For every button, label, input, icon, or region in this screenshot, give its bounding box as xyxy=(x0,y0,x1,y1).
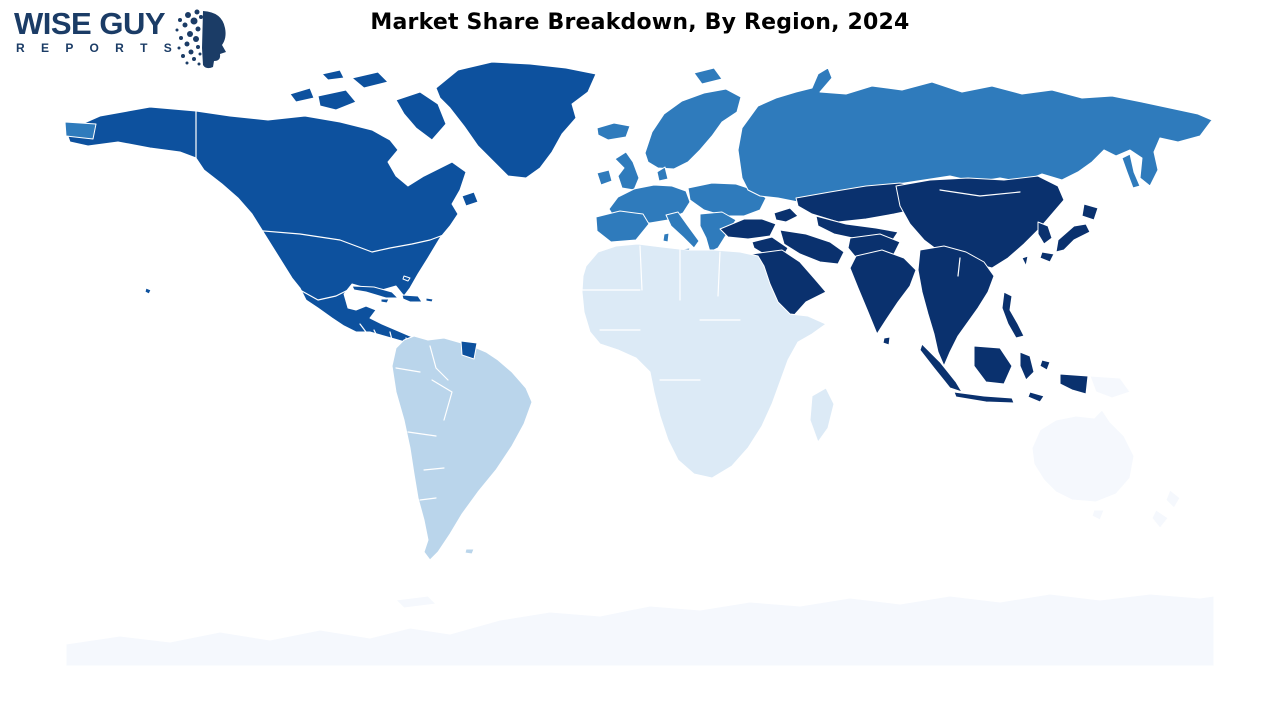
balkans-greece xyxy=(699,211,737,253)
antarctica-ice-shelf xyxy=(395,595,437,609)
sri-lanka xyxy=(882,336,891,346)
turkey xyxy=(719,218,777,240)
sardinia xyxy=(662,232,670,243)
south-america-mainland xyxy=(391,335,533,561)
logo-text: WISE GUY R E P O R T S xyxy=(14,8,178,54)
victoria-island xyxy=(317,89,357,111)
south-america-borders xyxy=(395,345,453,501)
puerto-rico xyxy=(425,297,434,303)
banks-island xyxy=(289,87,315,103)
africa-mainland xyxy=(581,243,827,479)
baffin-island xyxy=(395,91,447,141)
chart-title: Market Share Breakdown, By Region, 2024 xyxy=(370,10,910,35)
taiwan xyxy=(1021,255,1029,267)
indochina xyxy=(917,245,995,367)
iberia xyxy=(595,210,650,243)
region-asia xyxy=(719,175,1099,404)
papua-new-guinea xyxy=(1089,375,1131,399)
scandinavia xyxy=(644,88,742,170)
korea xyxy=(1037,221,1053,245)
sulawesi xyxy=(1019,351,1035,381)
central-america-borders xyxy=(359,323,409,345)
africa-internal-borders xyxy=(582,245,741,381)
arctic-island xyxy=(321,69,345,81)
wise-guy-reports-logo: WISE GUY R E P O R T S xyxy=(14,8,234,70)
madagascar xyxy=(809,387,835,443)
newfoundland xyxy=(461,191,479,207)
us-mexico-border xyxy=(299,287,353,301)
hawaii xyxy=(144,287,152,295)
india xyxy=(849,249,917,335)
japan-hokkaido xyxy=(1081,203,1099,221)
north-america-mainland xyxy=(65,106,467,349)
caucasus xyxy=(773,207,799,223)
cuba xyxy=(351,285,399,299)
region-antarctica xyxy=(65,593,1215,667)
chukotka-wrap xyxy=(64,121,97,140)
great-britain xyxy=(614,151,640,191)
greenland xyxy=(435,61,597,179)
asia-internal-borders xyxy=(904,189,1021,277)
region-south-america xyxy=(391,335,533,561)
australia xyxy=(1031,409,1135,503)
falkland-islands xyxy=(464,548,475,555)
japan-kyushu xyxy=(1039,251,1055,263)
antarctica xyxy=(65,593,1215,667)
denmark xyxy=(656,166,669,182)
us-canada-border xyxy=(251,229,447,253)
bahamas xyxy=(402,275,411,282)
region-europe xyxy=(64,67,1213,255)
sakhalin xyxy=(1121,153,1141,189)
ellesmere-island xyxy=(351,71,389,89)
logo-wordmark: WISE GUY xyxy=(14,6,166,41)
ireland xyxy=(596,169,613,186)
french-guiana xyxy=(460,340,478,360)
logo-head-icon xyxy=(175,9,227,69)
new-zealand-north xyxy=(1165,489,1181,509)
new-zealand-south xyxy=(1151,509,1169,529)
borneo xyxy=(973,345,1013,385)
region-north-america xyxy=(65,61,597,349)
iceland xyxy=(596,122,631,141)
svalbard xyxy=(693,67,723,85)
italy xyxy=(665,211,700,249)
iran xyxy=(779,229,845,265)
region-africa xyxy=(581,243,835,479)
eastern-europe xyxy=(687,182,767,217)
java xyxy=(953,391,1015,404)
tasmania xyxy=(1091,509,1105,521)
logo-subtitle: R E P O R T S xyxy=(16,41,179,55)
west-papua xyxy=(1059,373,1089,395)
timor xyxy=(1027,391,1045,403)
sumatra xyxy=(919,343,963,393)
china-mongolia xyxy=(895,175,1065,269)
russia xyxy=(737,67,1213,203)
region-oceania xyxy=(1031,375,1181,529)
jamaica xyxy=(380,298,390,304)
hispaniola xyxy=(401,294,423,303)
moluccas xyxy=(1039,359,1051,371)
philippines xyxy=(1001,291,1025,339)
japan-honshu xyxy=(1055,223,1091,253)
